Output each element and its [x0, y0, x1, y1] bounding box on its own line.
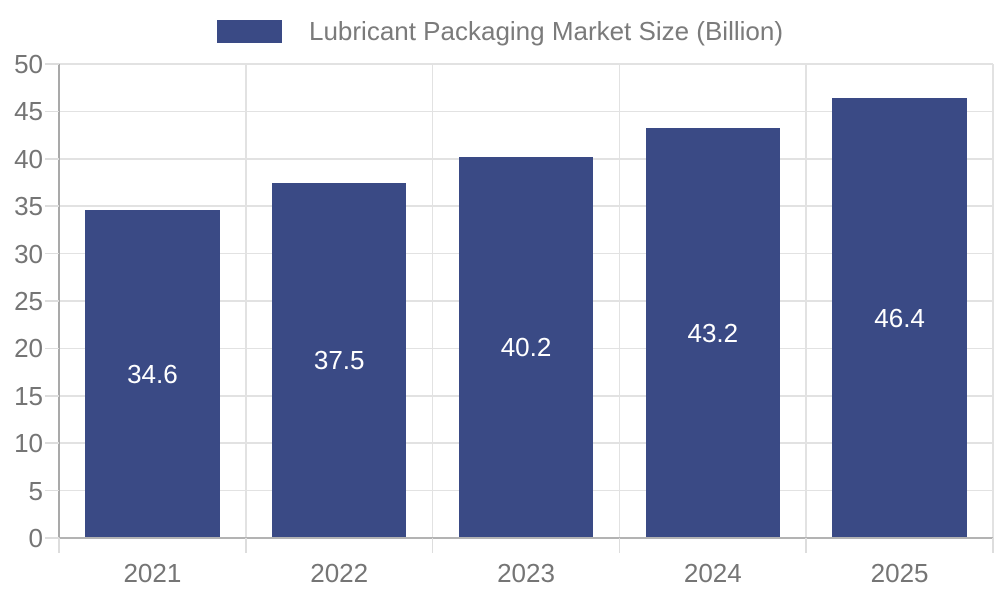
y-tick-label: 30 — [14, 238, 43, 269]
x-gridline — [431, 64, 434, 538]
x-tick-mark — [58, 538, 60, 553]
x-tick-mark — [245, 538, 247, 553]
y-tick-mark — [45, 300, 59, 302]
x-tick-mark — [618, 538, 621, 553]
bar-value-label: 43.2 — [687, 318, 739, 349]
y-tick-mark — [45, 205, 59, 207]
bar[interactable]: 46.4 — [832, 98, 967, 538]
x-gridline — [618, 64, 621, 538]
y-tick-label: 15 — [14, 380, 43, 411]
x-tick-label: 2023 — [497, 558, 555, 588]
y-tick-label: 40 — [14, 143, 43, 174]
x-tick-mark — [992, 538, 994, 553]
y-tick-label: 35 — [14, 191, 43, 222]
y-gridline — [59, 110, 993, 113]
y-tick-mark — [45, 489, 59, 492]
x-tick-label: 2022 — [310, 558, 369, 588]
bar-value-label: 34.6 — [127, 359, 178, 389]
y-tick-mark — [45, 395, 59, 397]
y-tick-mark — [45, 110, 59, 113]
x-gridline — [992, 64, 994, 538]
y-tick-mark — [45, 158, 59, 160]
y-tick-label: 50 — [14, 49, 43, 79]
x-tick-label: 2025 — [870, 558, 929, 588]
y-tick-mark — [45, 63, 59, 65]
bar-value-label: 40.2 — [500, 332, 552, 363]
bar[interactable]: 43.2 — [645, 128, 781, 538]
bar-value-label: 46.4 — [874, 303, 925, 334]
plot-area: 34.6 37.5 40.2 43.2 46.4 — [59, 63, 994, 538]
y-tick-label: 10 — [14, 428, 43, 459]
x-tick-label: 2024 — [683, 558, 742, 588]
x-axis-line — [59, 537, 993, 539]
y-axis-line — [58, 64, 60, 538]
bar-value-label: 37.5 — [313, 345, 365, 376]
y-tick-mark — [45, 442, 59, 444]
y-tick-label: 25 — [14, 286, 43, 316]
y-tick-mark — [45, 347, 59, 350]
legend[interactable]: Lubricant Packaging Market Size (Billion… — [0, 18, 1000, 44]
x-tick-mark — [431, 538, 434, 553]
x-tick-label: 2021 — [123, 558, 182, 588]
y-tick-mark — [45, 537, 59, 539]
x-tick-mark — [805, 538, 807, 553]
y-tick-label: 0 — [28, 523, 43, 553]
y-tick-label: 45 — [14, 96, 43, 127]
y-tick-label: 20 — [14, 333, 43, 364]
y-tick-mark — [45, 252, 59, 255]
y-tick-label: 5 — [28, 475, 43, 506]
y-gridline — [59, 63, 993, 65]
bar[interactable]: 40.2 — [458, 156, 594, 538]
legend-label: Lubricant Packaging Market Size (Billion… — [309, 16, 783, 46]
x-gridline — [805, 64, 807, 538]
legend-swatch[interactable] — [217, 19, 282, 43]
bar[interactable]: 34.6 — [85, 210, 220, 538]
x-gridline — [245, 64, 247, 538]
bar[interactable]: 37.5 — [271, 182, 407, 538]
